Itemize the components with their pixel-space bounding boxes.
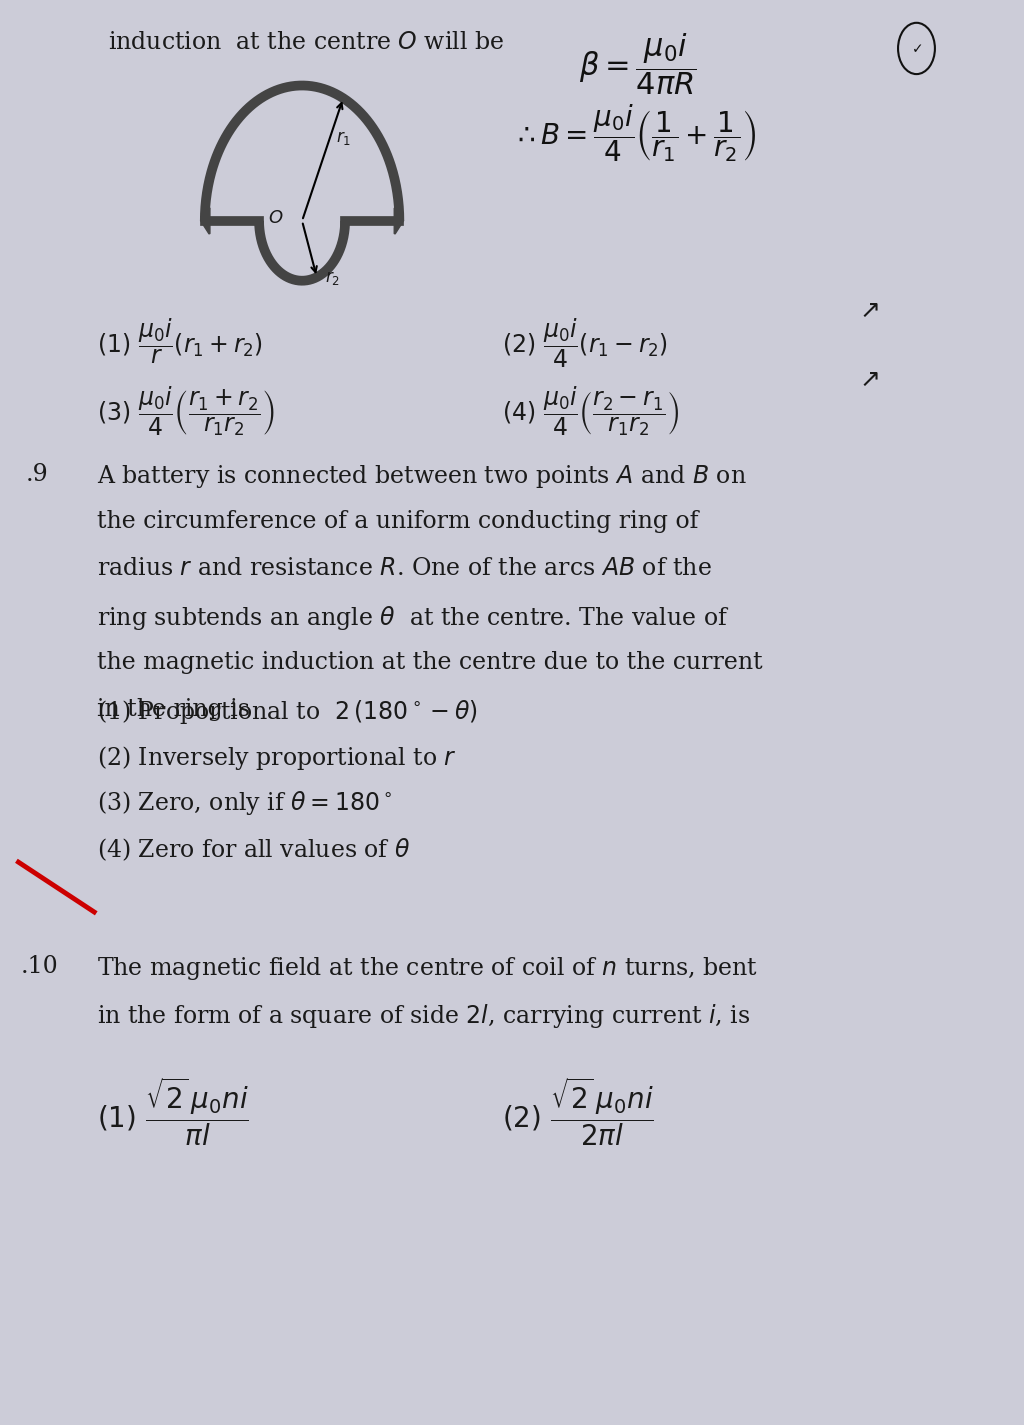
Text: the magnetic induction at the centre due to the current: the magnetic induction at the centre due… (97, 651, 763, 674)
Text: $\therefore B = \dfrac{\mu_0 i}{4}\left(\dfrac{1}{r_1} + \dfrac{1}{r_2}\right)$: $\therefore B = \dfrac{\mu_0 i}{4}\left(… (512, 103, 757, 164)
Text: $\nearrow$: $\nearrow$ (855, 368, 880, 392)
Text: $\checkmark$: $\checkmark$ (910, 41, 923, 56)
Text: the circumference of a uniform conducting ring of: the circumference of a uniform conductin… (97, 510, 698, 533)
Text: .10: .10 (20, 955, 58, 978)
Text: (2) Inversely proportional to $r$: (2) Inversely proportional to $r$ (97, 744, 457, 772)
Text: $(1)\ \dfrac{\sqrt{2}\,\mu_0 n i}{\pi l}$: $(1)\ \dfrac{\sqrt{2}\,\mu_0 n i}{\pi l}… (97, 1076, 249, 1149)
Text: $O$: $O$ (268, 209, 284, 227)
Text: $r_1$: $r_1$ (336, 130, 351, 147)
FancyArrow shape (394, 208, 403, 234)
Text: $\beta = \dfrac{\mu_0 i}{4\pi R}$: $\beta = \dfrac{\mu_0 i}{4\pi R}$ (579, 31, 696, 97)
Text: (3) Zero, only if $\theta = 180^\circ$: (3) Zero, only if $\theta = 180^\circ$ (97, 789, 392, 818)
Text: $(2)\ \dfrac{\sqrt{2}\,\mu_0 n i}{2\pi l}$: $(2)\ \dfrac{\sqrt{2}\,\mu_0 n i}{2\pi l… (502, 1076, 653, 1149)
Text: radius $r$ and resistance $R$. One of the arcs $AB$ of the: radius $r$ and resistance $R$. One of th… (97, 557, 712, 580)
Text: (1) Proportional to  $2\,(180^\circ - \theta)$: (1) Proportional to $2\,(180^\circ - \th… (97, 698, 478, 727)
Text: $(2)\ \dfrac{\mu_0 i}{4}(r_1 - r_2)$: $(2)\ \dfrac{\mu_0 i}{4}(r_1 - r_2)$ (502, 316, 668, 369)
Text: $(3)\ \dfrac{\mu_0 i}{4}\left(\dfrac{r_1 + r_2}{r_1 r_2}\right)$: $(3)\ \dfrac{\mu_0 i}{4}\left(\dfrac{r_1… (97, 385, 275, 439)
Text: $\nearrow$: $\nearrow$ (855, 299, 880, 323)
Text: .9: .9 (26, 463, 48, 486)
Text: in the form of a square of side $2l$, carrying current $i$, is: in the form of a square of side $2l$, ca… (97, 1002, 751, 1030)
Text: $(1)\ \dfrac{\mu_0 i}{r}(r_1 + r_2)$: $(1)\ \dfrac{\mu_0 i}{r}(r_1 + r_2)$ (97, 316, 263, 366)
Text: A battery is connected between two points $A$ and $B$ on: A battery is connected between two point… (97, 463, 748, 490)
Text: $(4)\ \dfrac{\mu_0 i}{4}\left(\dfrac{r_2 - r_1}{r_1 r_2}\right)$: $(4)\ \dfrac{\mu_0 i}{4}\left(\dfrac{r_2… (502, 385, 679, 439)
Text: (4) Zero for all values of $\theta$: (4) Zero for all values of $\theta$ (97, 836, 411, 864)
Text: in the ring is: in the ring is (97, 698, 250, 721)
Text: ring subtends an angle $\theta$  at the centre. The value of: ring subtends an angle $\theta$ at the c… (97, 604, 730, 633)
Text: induction  at the centre $O$ will be: induction at the centre $O$ will be (108, 31, 504, 54)
Text: The magnetic field at the centre of coil of $n$ turns, bent: The magnetic field at the centre of coil… (97, 955, 758, 982)
FancyArrow shape (201, 208, 210, 234)
Text: $r_2$: $r_2$ (325, 269, 340, 286)
